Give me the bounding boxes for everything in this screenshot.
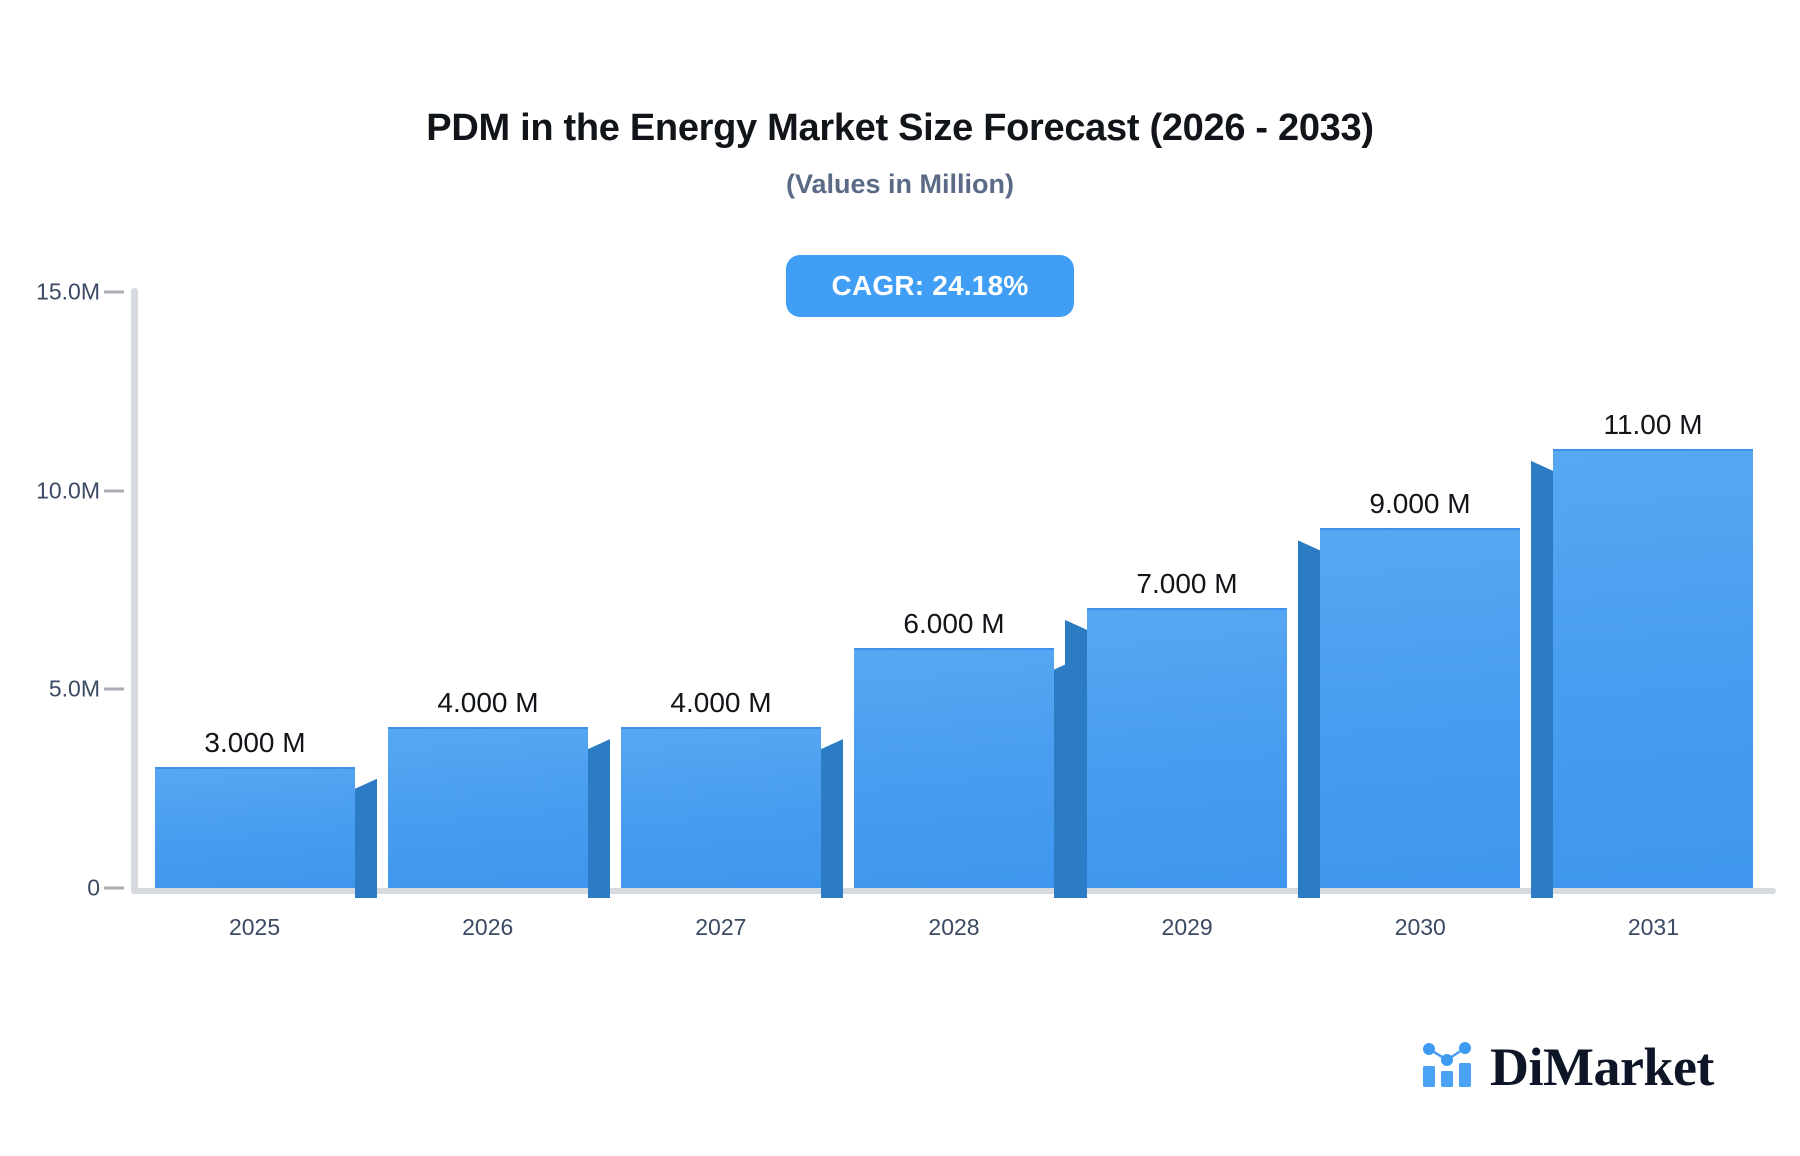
bar-value-label: 7.000 M [1136,567,1238,599]
x-axis-tick-label: 2027 [695,914,747,940]
y-axis-tick-label: 5.0M [48,675,100,702]
x-axis-line [131,888,1776,894]
chart-subtitle: (Values in Million) [785,168,1015,199]
bar-value-label: 4.000 M [437,687,539,719]
bar-front-face [1553,448,1753,888]
bar-side-face [1298,540,1320,898]
bar-chart-icon [1418,1035,1476,1098]
x-axis-tick-label: 2028 [928,914,980,940]
cagr-badge: CAGR: 24.18% [786,255,1074,317]
bar-front-face [1320,528,1520,888]
bar-value-label: 3.000 M [204,726,306,758]
x-axis-tick-label: 2025 [228,914,281,940]
bar-side-face [821,739,843,898]
bar-front-face [621,727,821,888]
bar-front-face [388,727,588,888]
bar-side-face [1531,460,1553,898]
bar-front-face [155,766,355,888]
bar-side-face [355,778,377,898]
bar-column[interactable]: 3.000 M [155,727,377,898]
x-axis-tick-label: 2030 [1394,914,1446,940]
x-axis-tick-label: 2026 [462,914,514,940]
y-axis-tick-label: 10.0M [36,477,100,504]
bar-column[interactable]: 4.000 M [621,687,843,898]
bar-value-label: 9.000 M [1369,488,1471,520]
y-axis-tick-mark [104,886,124,890]
bar-column[interactable]: 9.000 M [1298,488,1520,898]
bar-value-label: 11.00 M [1603,408,1703,440]
y-axis-line [131,288,138,894]
brand-logo: DiMarket [1418,1035,1714,1098]
bar-column[interactable]: 6.000 M [854,608,1076,898]
x-axis-tick-label: 2029 [1161,914,1213,940]
bar-column[interactable]: 11.00 M [1531,409,1753,898]
y-axis-tick-mark [104,489,124,493]
y-axis-tick-mark [104,290,124,294]
bar-value-label: 4.000 M [670,687,772,719]
bar-side-face [1065,619,1087,898]
bar-column[interactable]: 4.000 M [388,687,610,898]
y-axis-tick-label: 15.0M [36,278,100,305]
x-axis-tick-label: 2031 [1627,914,1679,940]
bar-front-face [1087,607,1287,888]
brand-logo-text: DiMarket [1490,1036,1714,1097]
bar-value-label: 6.000 M [903,607,1005,639]
page-title: PDM in the Energy Market Size Forecast (… [426,107,1374,149]
chart-header: PDM in the Energy Market Size Forecast (… [0,0,1800,199]
y-axis-tick-mark [104,687,124,691]
y-axis-tick-label: 0 [87,874,100,901]
bar-column[interactable]: 7.000 M [1065,568,1287,898]
bar-side-face [588,739,610,898]
bar-front-face [854,647,1054,888]
